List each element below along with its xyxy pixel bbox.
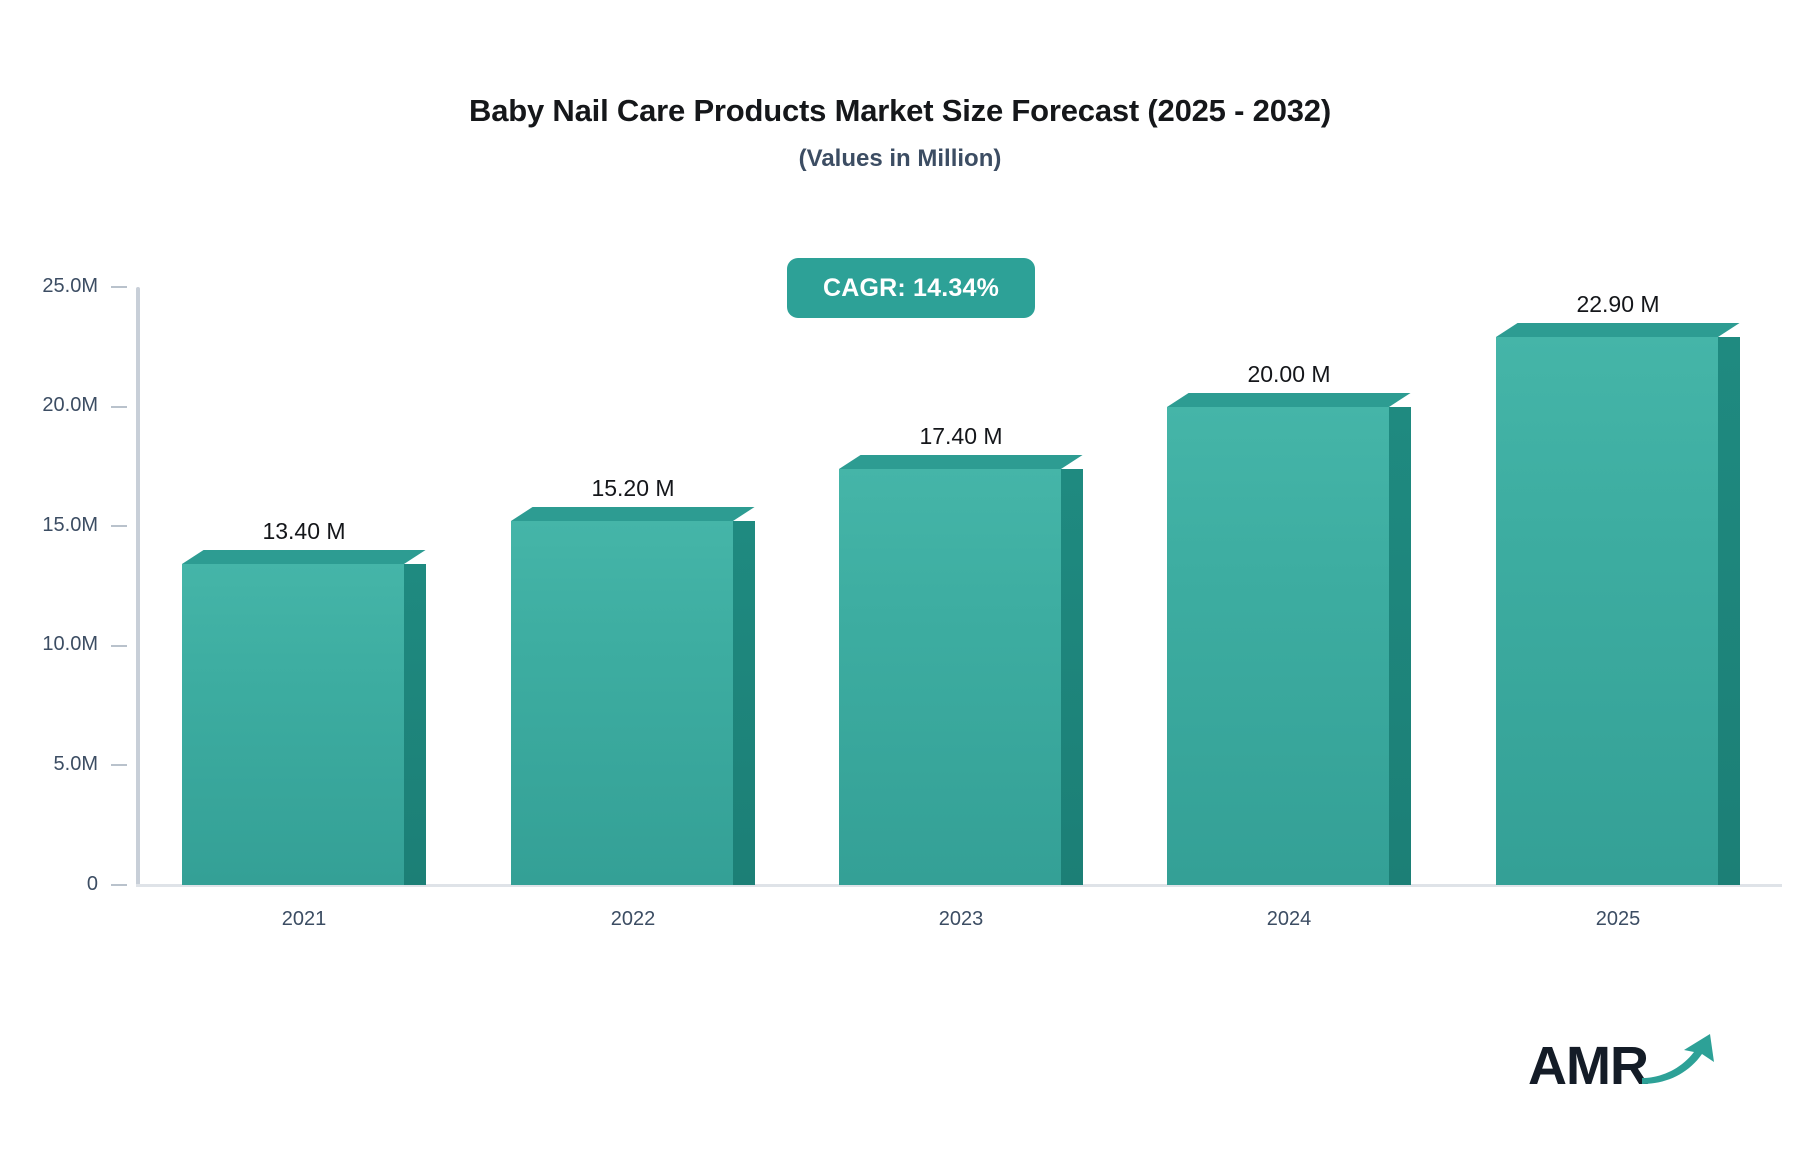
x-axis-category-label: 2022 xyxy=(610,908,656,930)
bar-value-label: 22.90 M xyxy=(1576,291,1660,318)
y-axis-tick-dash xyxy=(111,764,127,767)
y-axis-tick-label: 20.0M xyxy=(42,394,98,417)
bar xyxy=(182,550,426,885)
bar-front-face xyxy=(182,564,404,885)
y-axis-tick-label: 15.0M xyxy=(42,513,98,536)
bar-side-face xyxy=(733,521,755,885)
bar-side-face xyxy=(1061,468,1083,885)
bar-value-label: 17.40 M xyxy=(919,422,1003,449)
bar xyxy=(839,454,1083,885)
y-axis-tick-dash xyxy=(111,286,127,288)
bar-front-face xyxy=(1496,337,1718,885)
bar-top-face xyxy=(839,454,1083,469)
page-title: Baby Nail Care Products Market Size Fore… xyxy=(469,93,1331,128)
y-axis-tick-dash xyxy=(111,644,127,647)
chart-subtitle: (Values in Million) xyxy=(798,145,1002,173)
bar-front-face xyxy=(511,521,733,885)
x-axis-category-label: 2024 xyxy=(1266,908,1312,930)
amr-logo: AMR xyxy=(1528,1028,1718,1093)
x-axis-line xyxy=(136,884,1782,887)
y-axis-tick-label: 25.0M xyxy=(42,274,98,297)
bar-side-face xyxy=(404,564,426,885)
bar xyxy=(1496,323,1740,885)
x-axis-category-label: 2023 xyxy=(938,908,984,930)
bar xyxy=(511,507,755,885)
y-axis-tick-label: 10.0M xyxy=(42,633,98,656)
bar-side-face xyxy=(1718,337,1740,885)
bar-front-face xyxy=(1167,406,1389,885)
bar-value-label: 13.40 M xyxy=(262,518,346,545)
y-axis-tick-dash xyxy=(111,405,127,408)
bar-value-label: 20.00 M xyxy=(1247,360,1331,387)
bar-front-face xyxy=(839,468,1061,885)
amr-logo-text: AMR xyxy=(1528,1036,1649,1096)
bar-side-face xyxy=(1389,406,1411,885)
y-axis-tick-dash xyxy=(111,884,127,886)
bar-value-label: 15.20 M xyxy=(591,475,675,502)
bar xyxy=(1167,392,1411,885)
title-block: Baby Nail Care Products Market Size Fore… xyxy=(0,92,1800,173)
bar-top-face xyxy=(1496,323,1740,338)
y-axis-line xyxy=(136,287,140,887)
trending-up-arrow-icon xyxy=(1640,1028,1718,1089)
y-axis-tick-label: 5.0M xyxy=(53,752,98,775)
cagr-badge: CAGR: 14.34% xyxy=(787,258,1035,318)
bar-top-face xyxy=(182,550,426,565)
cagr-badge-label: CAGR: 14.34% xyxy=(822,273,1000,302)
bar-top-face xyxy=(1167,392,1411,407)
y-axis-tick-label: 0 xyxy=(86,872,98,895)
x-axis-category-label: 2021 xyxy=(281,908,327,930)
y-axis-tick-dash xyxy=(111,525,127,528)
bar-top-face xyxy=(511,507,755,522)
x-axis-category-label: 2025 xyxy=(1595,908,1641,930)
